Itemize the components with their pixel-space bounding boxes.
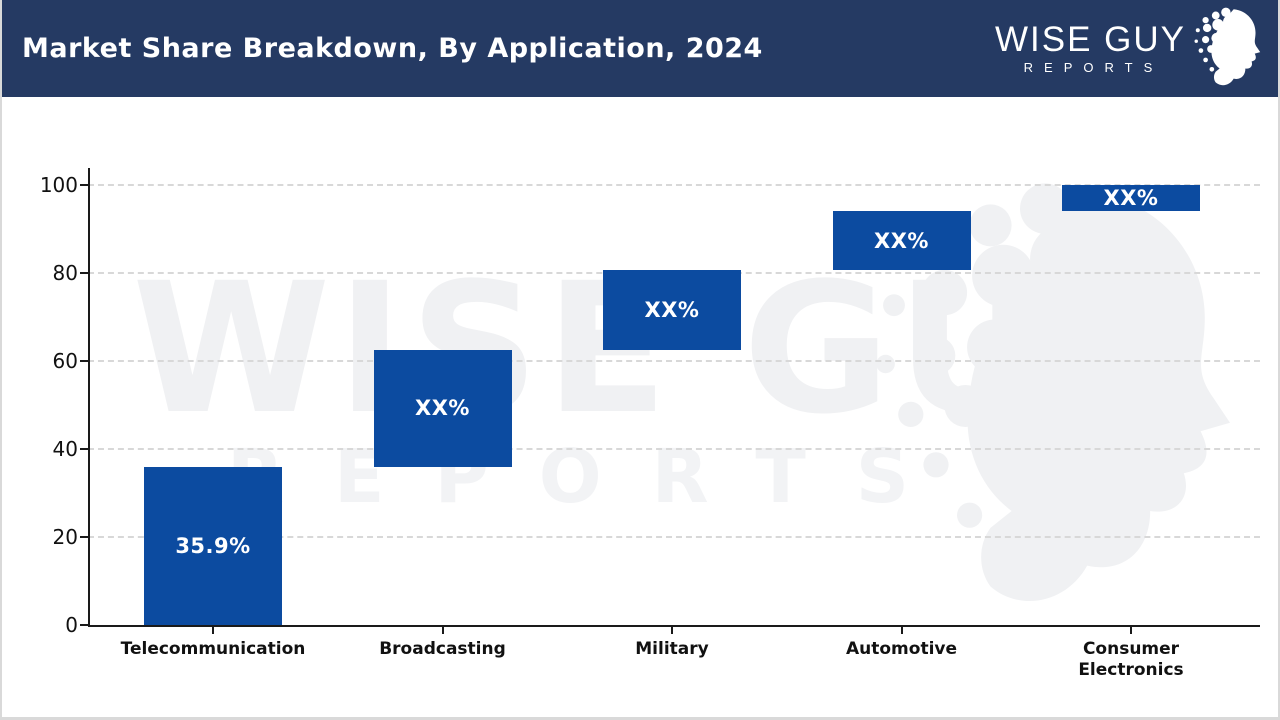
y-tick-mark-80	[80, 272, 88, 274]
y-tick-label-40: 40	[52, 437, 78, 461]
gridline-60	[88, 360, 1260, 362]
y-axis-line	[88, 168, 90, 627]
bar-value-label: XX%	[415, 396, 470, 421]
bar-value-label: 35.9%	[175, 534, 251, 558]
x-tick-label-1: Broadcasting	[379, 639, 506, 659]
bar-value-label: XX%	[1103, 186, 1159, 211]
chart-title: Market Share Breakdown, By Application, …	[22, 33, 763, 64]
bar-value-label: XX%	[874, 228, 929, 253]
bar-broadcasting: XX%	[373, 349, 512, 468]
x-tick-mark-0	[212, 627, 214, 634]
y-tick-label-20: 20	[52, 525, 78, 549]
y-tick-mark-0	[80, 624, 88, 626]
x-tick-label-3: Automotive	[845, 639, 958, 659]
x-tick-mark-1	[441, 627, 444, 634]
x-tick-label-2: Military	[635, 639, 709, 659]
gridline-40	[88, 448, 1260, 450]
y-tick-mark-40	[80, 448, 88, 450]
bar-consumer-electronics: XX%	[1062, 185, 1200, 212]
x-tick-mark-2	[671, 627, 673, 634]
y-tick-mark-20	[80, 536, 88, 538]
logo-head-icon	[1194, 7, 1261, 85]
y-tick-label-80: 80	[52, 261, 78, 285]
bar-value-label: XX%	[644, 297, 700, 322]
y-tick-mark-100	[80, 184, 88, 186]
y-tick-mark-60	[80, 360, 88, 362]
y-tick-label-0: 0	[65, 613, 78, 637]
gridline-100	[88, 184, 1260, 186]
y-tick-label-100: 100	[39, 173, 78, 197]
bar-military: XX%	[603, 270, 741, 350]
logo-wordmark-line2: REPORTS	[1023, 60, 1164, 75]
x-tick-label-0: Telecommunication	[120, 639, 306, 659]
logo-wordmark: WISE GUY REPORTS	[995, 22, 1186, 75]
logo-wordmark-line1: WISE GUY	[994, 20, 1186, 59]
header: Market Share Breakdown, By Application, …	[2, 0, 1278, 97]
x-tick-mark-3	[900, 627, 903, 634]
bar-automotive: XX%	[832, 211, 971, 271]
x-tick-label-4: Consumer Electronics	[1078, 639, 1184, 681]
gridline-20	[88, 536, 1260, 538]
bar-telecommunication: 35.9%	[144, 467, 282, 625]
x-axis-line	[88, 625, 1260, 627]
x-tick-mark-4	[1130, 627, 1132, 634]
y-tick-label-60: 60	[52, 349, 78, 373]
wise-guy-logo: WISE GUY REPORTS	[995, 6, 1268, 92]
